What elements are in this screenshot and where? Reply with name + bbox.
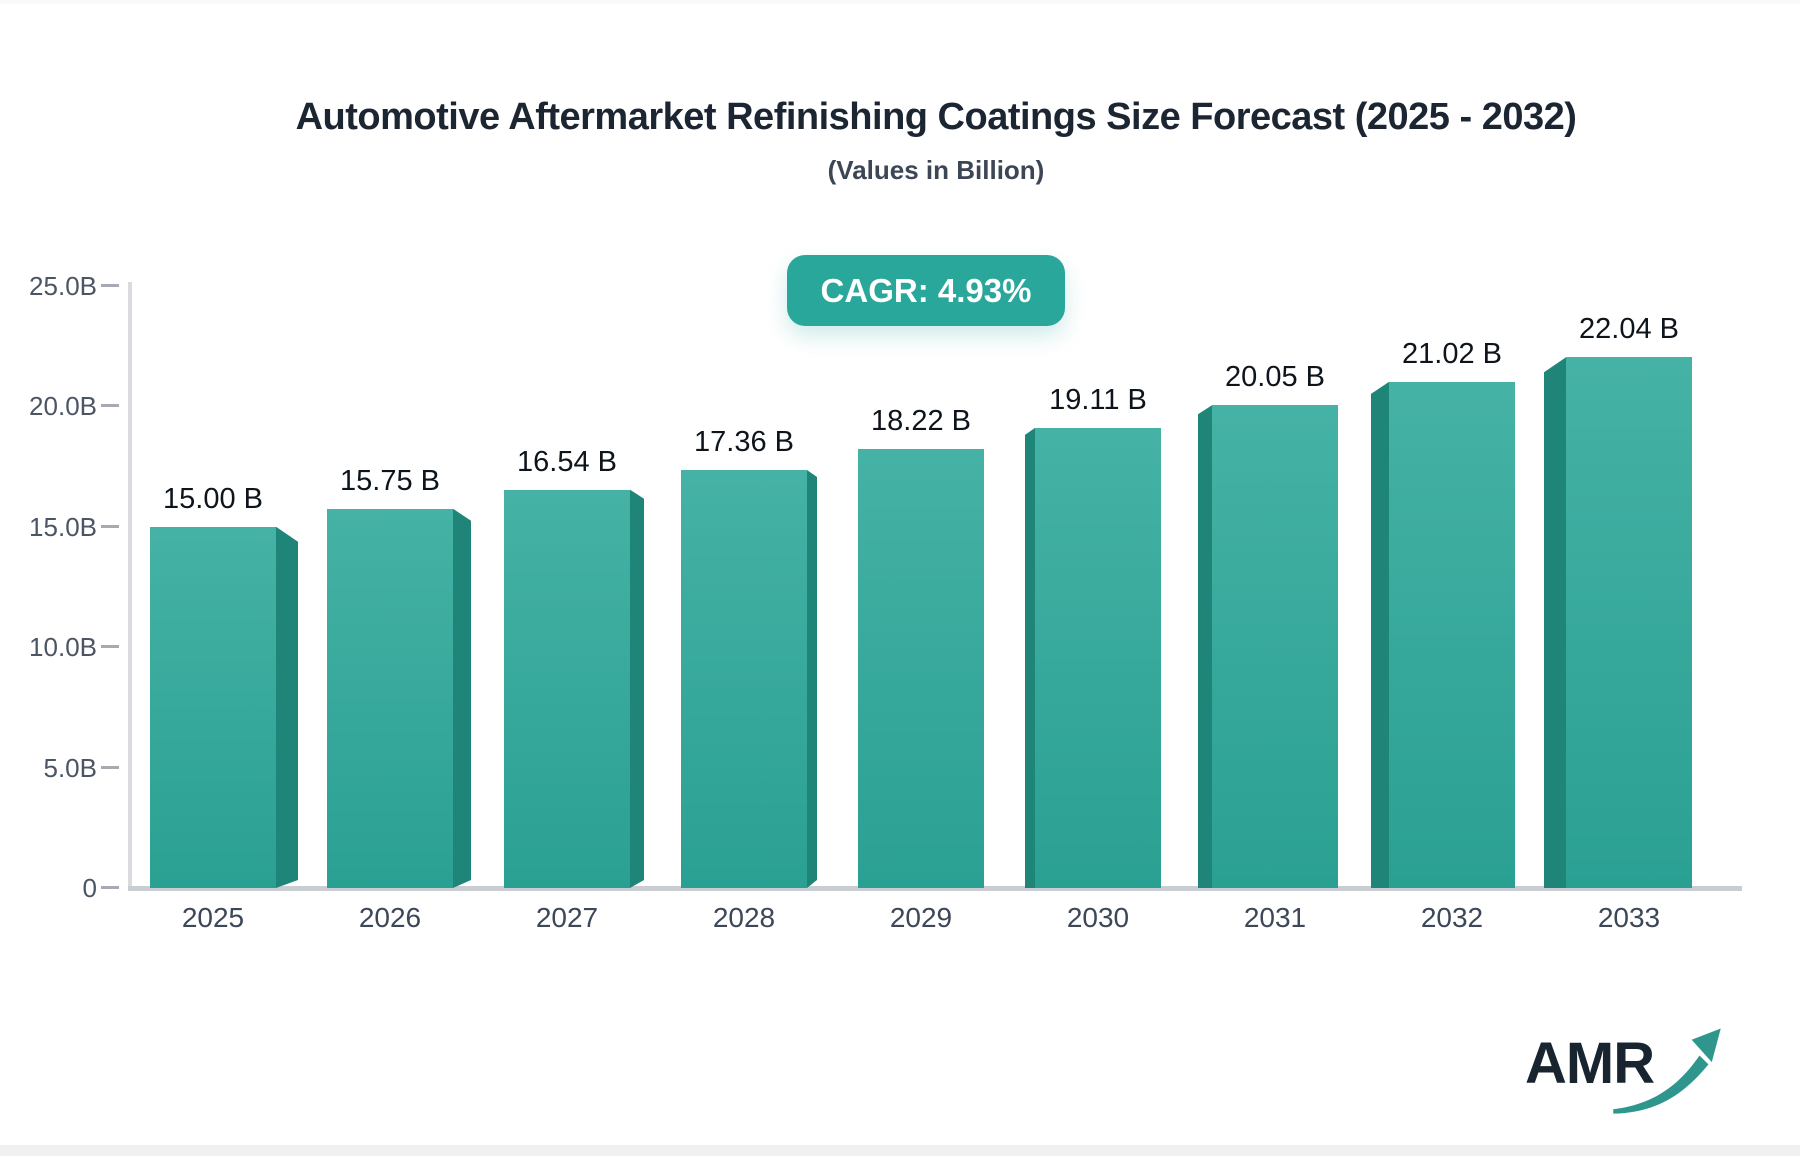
x-axis-category-label: 2026: [358, 902, 422, 933]
bar-value-label: 16.54 B: [517, 445, 617, 478]
y-axis-tick-mark: [101, 765, 119, 769]
bar-value-label: 19.11 B: [1049, 383, 1147, 416]
y-axis-tick-mark: [101, 404, 119, 408]
bar-2027: [504, 489, 630, 888]
amr-logo: AMR: [1525, 1028, 1725, 1120]
bar-value-label: 15.00 B: [163, 482, 263, 515]
y-axis-line: [128, 282, 132, 890]
y-axis-tick-mark: [101, 524, 119, 528]
x-axis-category-label: 2031: [1243, 902, 1307, 933]
y-axis-tick-mark: [101, 886, 119, 889]
bar-side-face: [1198, 405, 1212, 888]
bar-side-face: [1025, 427, 1035, 888]
bar-value-label: 17.36 B: [694, 425, 794, 458]
bar-value-label: 20.05 B: [1225, 361, 1325, 394]
bar-value-label: 15.75 B: [340, 464, 440, 497]
y-axis-tick-mark: [101, 645, 119, 649]
bar-side-face: [1544, 357, 1566, 888]
bar-2031: [1212, 405, 1338, 888]
bar-side-face: [1371, 381, 1389, 888]
bar-2028: [681, 469, 807, 888]
chart-subtitle: (Values in Billion): [827, 155, 1045, 185]
amr-logo-text: AMR: [1525, 1031, 1655, 1096]
x-axis-category-label: 2029: [889, 902, 953, 933]
y-axis-tick-label: 15.0B: [29, 511, 97, 542]
page-bottom-edge: [0, 1145, 1800, 1156]
chart-title: Automotive Aftermarket Refinishing Coati…: [295, 96, 1577, 138]
x-axis-baseline: [128, 886, 1742, 891]
page-top-edge: [0, 0, 1800, 4]
x-axis-category-label: 2030: [1066, 902, 1130, 933]
y-axis-tick-mark: [101, 284, 119, 287]
x-axis-category-label: 2033: [1597, 902, 1661, 933]
chart-header: Automotive Aftermarket Refinishing Coati…: [130, 0, 1742, 186]
y-axis-tick-label: 0: [82, 873, 97, 903]
y-axis-tick-label: 20.0B: [29, 391, 97, 422]
bar-value-label: 21.02 B: [1402, 337, 1502, 370]
x-axis-category-label: 2028: [712, 902, 776, 933]
y-axis-tick-label: 10.0B: [29, 632, 97, 663]
x-axis-category-label: 2025: [181, 902, 245, 933]
bar-side-face: [276, 527, 298, 888]
bar-2033: [1566, 357, 1692, 888]
bar-side-face: [630, 490, 644, 888]
y-axis-tick-label: 5.0B: [43, 752, 98, 783]
bar-2032: [1389, 381, 1515, 888]
bar-2029: [858, 449, 984, 888]
growth-arrow-icon: [1613, 1028, 1721, 1114]
bar-value-label: 22.04 B: [1579, 313, 1679, 346]
x-axis-category-label: 2032: [1420, 902, 1484, 933]
bar-2026: [327, 508, 453, 888]
bar-side-face: [807, 470, 817, 888]
x-axis-category-label: 2027: [535, 902, 599, 933]
bar-side-face: [453, 509, 471, 888]
cagr-badge: CAGR: 4.93%: [787, 255, 1065, 326]
bar-value-label: 18.22 B: [871, 405, 971, 438]
y-axis-tick-label: 25.0B: [29, 271, 97, 301]
bar-2025: [150, 526, 276, 888]
bar-2030: [1035, 427, 1161, 888]
